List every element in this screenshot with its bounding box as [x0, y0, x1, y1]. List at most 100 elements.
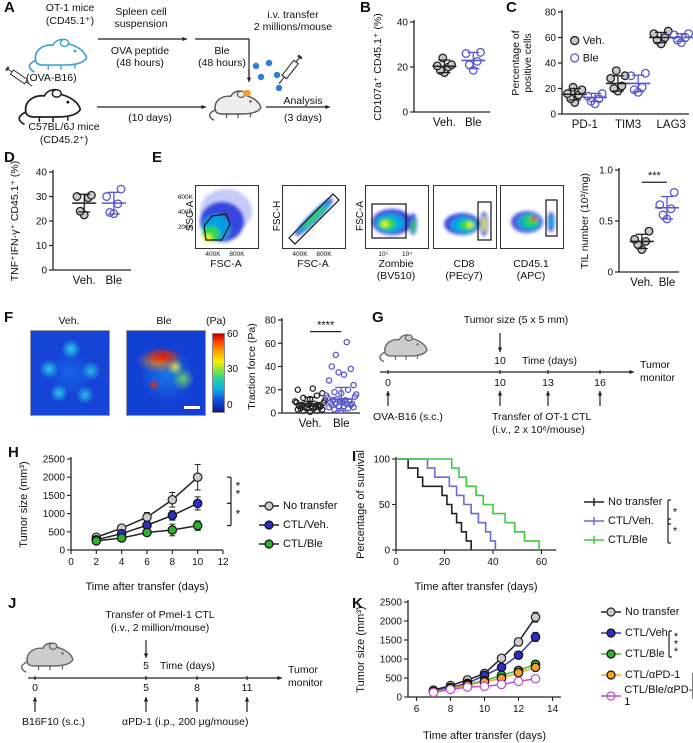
dot-plot: 0 20 40 CD107a⁺ CD45.1⁺ (%) Veh. Ble	[372, 13, 490, 129]
g-tick-13: 13	[542, 377, 554, 389]
c57-cd452-label: (CD45.2⁺)	[39, 134, 89, 146]
g-transfer-label: Transfer of OT-1 CTL	[492, 411, 592, 423]
j-monitor-1: Tumor	[288, 664, 318, 676]
flow-plot-4	[433, 185, 497, 249]
mouse-icon	[18, 88, 82, 126]
panel-d-label: D	[4, 149, 15, 166]
svg-text:12: 12	[513, 704, 525, 715]
dot-column	[626, 68, 651, 97]
svg-text:0: 0	[393, 557, 399, 568]
dot-column	[323, 338, 360, 414]
ten-days-label: (10 days)	[128, 112, 172, 124]
dot-column	[432, 53, 457, 78]
traction-map-veh	[30, 330, 110, 416]
svg-text:2500: 2500	[43, 455, 66, 466]
colorbar	[212, 333, 225, 413]
svg-text:20: 20	[545, 84, 557, 95]
colorbar-tick-30: 30	[227, 364, 239, 375]
g-day10-top: 10	[494, 355, 506, 367]
dot-column	[72, 190, 97, 220]
svg-text:Tumor size (mm³): Tumor size (mm³)	[355, 606, 367, 692]
analysis-label: Analysis	[283, 95, 323, 107]
significance-bracket: *	[667, 517, 678, 544]
j-tick-8: 8	[194, 682, 200, 694]
flow-plot-1	[195, 185, 259, 249]
analysis-days-label: (3 days)	[284, 112, 322, 124]
legend-label: No transfer	[608, 495, 663, 508]
svg-text:1000: 1000	[380, 655, 403, 666]
c57-mice-label: C57BL/6J mice	[28, 121, 100, 133]
svg-text:****: ****	[317, 320, 335, 332]
svg-text:50: 50	[379, 500, 391, 511]
svg-text:Percentage of survival: Percentage of survival	[355, 450, 367, 559]
j-transfer-dose-label: (i.v., 2 million/mouse)	[110, 622, 210, 634]
dot-column	[605, 66, 630, 96]
svg-text:Veh.: Veh.	[583, 35, 605, 47]
ova-b16-label: (OVA-B16)	[26, 72, 77, 84]
iv-dose-label: 2 millions/mouse	[253, 21, 333, 33]
legend-item: CTL/Ble	[600, 643, 693, 664]
svg-text:40: 40	[487, 557, 499, 568]
svg-text:TIL number (10³/mg): TIL number (10³/mg)	[579, 173, 591, 269]
legend-item: No transfer	[583, 492, 693, 511]
j-tick-5: 5	[143, 682, 149, 694]
survival-curve-ctl-veh-	[396, 458, 497, 550]
svg-text:*: *	[674, 638, 679, 650]
svg-text:10: 10	[192, 557, 204, 568]
dot-column	[649, 26, 674, 49]
iv-transfer-label: i.v. transfer	[267, 9, 319, 21]
cell-dot	[257, 73, 265, 81]
svg-text:Veh.: Veh.	[73, 275, 96, 287]
svg-text:Traction force (Pa): Traction force (Pa)	[246, 323, 258, 410]
chart-cd107a: 0 20 40 CD107a⁺ CD45.1⁺ (%) Veh. Ble	[368, 6, 500, 146]
survival-curve-no-transfer	[396, 458, 472, 550]
cell-dot	[265, 59, 273, 67]
panel-i-label: I	[352, 448, 357, 465]
g-monitor-2: monitor	[640, 372, 676, 384]
svg-text:0: 0	[41, 266, 47, 277]
significance-bracket: ***	[668, 629, 679, 658]
svg-text:40: 40	[545, 59, 557, 70]
svg-text:Tumor size (mm³): Tumor size (mm³)	[18, 461, 30, 547]
svg-text:Ble: Ble	[583, 52, 599, 64]
svg-text:*: *	[236, 507, 241, 521]
legend-h: No transfer CTL/Veh. CTL/Ble	[258, 496, 348, 553]
svg-text:2: 2	[94, 557, 100, 568]
legend-label: CTL/Ble	[283, 537, 323, 550]
panel-f-label: F	[4, 309, 14, 326]
svg-text:6: 6	[144, 557, 150, 568]
svg-text:60: 60	[536, 557, 548, 568]
survival-chart: 0 50 100 0 20 40 60 Time after transfer (days) P…	[355, 450, 556, 593]
svg-text:14: 14	[547, 704, 559, 715]
legend-item: CTL/Veh.	[583, 511, 693, 530]
ova-peptide-label: OVA peptide	[110, 45, 170, 57]
panel-e-label: E	[152, 149, 163, 166]
cell-dot	[273, 71, 281, 79]
svg-text:PD-1: PD-1	[572, 119, 598, 131]
series-ctl-ble	[91, 520, 203, 546]
g-tick-0: 0	[385, 377, 391, 389]
svg-text:20: 20	[36, 217, 48, 228]
j-monitor-2: monitor	[288, 677, 324, 689]
svg-text:positive cells: positive cells	[522, 33, 534, 93]
legend-label: CTL/Veh.	[608, 514, 654, 527]
svg-text:Ble: Ble	[106, 275, 123, 287]
legend-label: CTL/Veh.	[283, 518, 329, 531]
svg-text:Ble: Ble	[333, 418, 350, 430]
legend-item: CTL/Veh.	[600, 622, 693, 643]
f-ble-title: Ble	[156, 315, 172, 327]
dot-column	[101, 184, 126, 219]
panel-j-label: J	[8, 595, 17, 612]
panel-a-label: A	[4, 0, 15, 16]
legend-item: No transfer	[258, 496, 348, 515]
line-chart: 0 500 1000 1500 2000 2500 6 8 10 12 14 Time after t…	[355, 598, 561, 742]
flow-plot-2	[282, 185, 346, 249]
svg-text:*: *	[674, 631, 679, 643]
legend-label: CTL/Ble	[608, 533, 648, 546]
svg-text:0: 0	[402, 108, 408, 119]
j-tick-11: 11	[241, 682, 253, 694]
syringe-icon	[5, 66, 33, 87]
cell-dot	[275, 84, 283, 92]
dot-column	[669, 29, 693, 48]
svg-text:***: ***	[648, 170, 662, 182]
